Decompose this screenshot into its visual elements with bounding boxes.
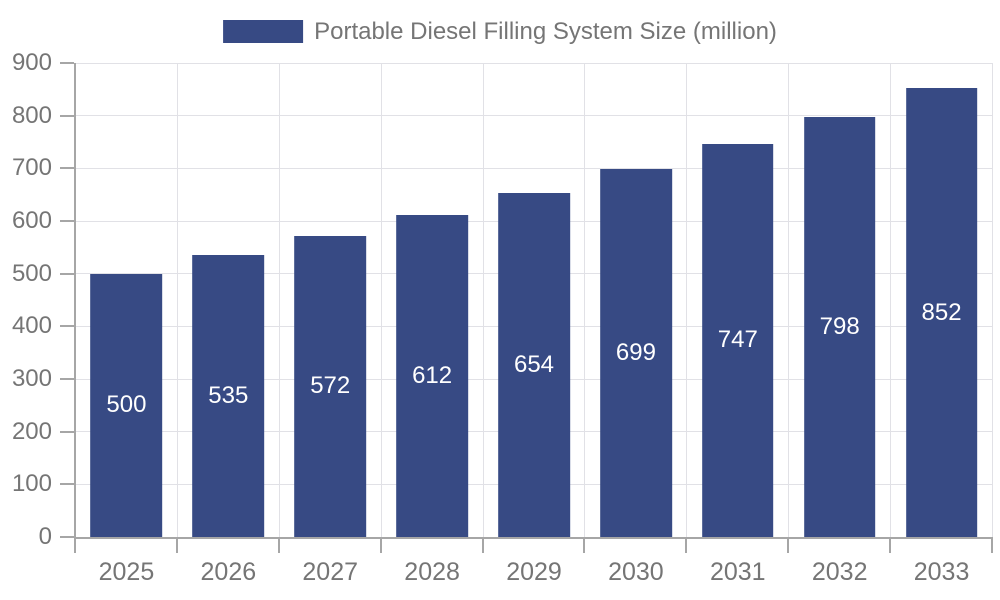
bar: 500 — [90, 273, 163, 537]
x-tick-label: 2027 — [302, 558, 359, 586]
x-tick-label: 2028 — [404, 558, 460, 586]
legend-swatch — [223, 20, 304, 43]
bar: 798 — [803, 116, 876, 537]
bar-value-label: 535 — [208, 382, 249, 410]
bar: 612 — [396, 214, 468, 537]
x-axis-line — [74, 537, 993, 539]
y-tick-label: 500 — [11, 259, 52, 287]
x-axis-tick — [175, 539, 178, 553]
y-tick-label: 0 — [38, 523, 52, 550]
bar: 535 — [192, 255, 265, 537]
y-axis-tick — [60, 430, 74, 433]
y-tick-label: 400 — [11, 312, 52, 340]
y-tick-label: 700 — [11, 154, 52, 182]
x-axis-tick — [991, 539, 994, 553]
x-axis-tick — [74, 539, 76, 553]
category-slot: 747 2031 — [687, 63, 790, 585]
bar-value-label: 852 — [921, 298, 962, 326]
bar: 699 — [600, 168, 672, 537]
y-axis-tick — [60, 167, 74, 170]
x-axis-tick — [481, 539, 484, 553]
x-axis-tick — [787, 539, 790, 553]
y-axis-tick — [60, 536, 74, 538]
bar-value-label: 612 — [412, 361, 453, 389]
legend-label: Portable Diesel Filling System Size (mil… — [314, 17, 777, 45]
legend: Portable Diesel Filling System Size (mil… — [223, 17, 777, 45]
bar-value-label: 699 — [615, 338, 656, 366]
y-tick-label: 200 — [11, 417, 52, 445]
x-axis-tick — [379, 539, 382, 553]
x-tick-label: 2033 — [913, 558, 970, 586]
bar-value-label: 572 — [310, 372, 351, 400]
h-gridline — [76, 62, 993, 64]
h-gridline — [76, 167, 993, 169]
x-tick-label: 2031 — [709, 558, 766, 586]
x-axis-tick — [685, 539, 688, 553]
y-axis-line — [74, 63, 76, 539]
bar-value-label: 747 — [717, 326, 758, 354]
x-tick-label: 2025 — [98, 558, 155, 586]
category-slot: 572 2027 — [280, 63, 382, 585]
category-slots: 500 2025 535 2026 572 2027 612 2028 654 2029 699 20… — [76, 63, 994, 585]
x-tick-label: 2032 — [811, 558, 868, 586]
category-slot: 798 2032 — [789, 63, 892, 585]
x-axis-tick — [889, 539, 892, 553]
y-tick-label: 900 — [11, 49, 52, 76]
category-slot: 654 2029 — [484, 63, 586, 585]
bar: 747 — [701, 143, 774, 537]
y-axis-tick — [60, 378, 74, 381]
y-tick-label: 100 — [11, 470, 52, 498]
bar: 572 — [294, 235, 367, 537]
y-tick-label: 800 — [11, 101, 52, 129]
y-axis-tick — [60, 114, 74, 117]
y-axis-tick — [60, 62, 74, 64]
y-axis-tick — [60, 483, 74, 486]
y-tick-label: 300 — [11, 365, 52, 393]
category-slot: 500 2025 — [76, 63, 178, 585]
bar-value-label: 798 — [819, 312, 860, 340]
h-gridline — [76, 115, 993, 117]
x-tick-label: 2026 — [200, 558, 257, 586]
x-tick-label: 2030 — [608, 558, 664, 586]
x-axis-tick — [583, 539, 586, 553]
x-axis-tick — [277, 539, 280, 553]
y-tick-label: 600 — [11, 207, 52, 235]
x-tick-label: 2029 — [506, 558, 562, 586]
bar-value-label: 500 — [106, 391, 147, 419]
bar: 852 — [905, 88, 978, 537]
y-axis-tick — [60, 220, 74, 223]
bar: 654 — [498, 192, 570, 537]
bar-value-label: 654 — [513, 350, 555, 378]
category-slot: 535 2026 — [178, 63, 280, 585]
y-axis-tick — [60, 272, 74, 275]
y-axis-tick — [60, 325, 74, 328]
category-slot: 852 2033 — [891, 63, 994, 585]
category-slot: 612 2028 — [382, 63, 484, 585]
category-slot: 699 2030 — [585, 63, 688, 585]
plot-area: 500 2025 535 2026 572 2027 612 2028 654 2029 699 20… — [12, 51, 994, 585]
